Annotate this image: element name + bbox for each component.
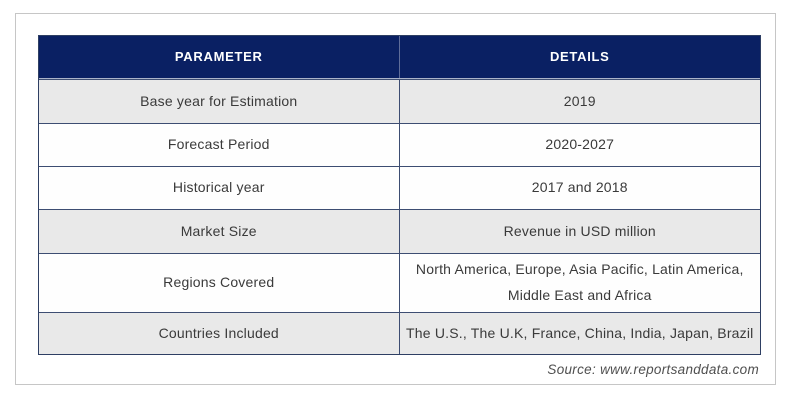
source-credit: Source: www.reportsanddata.com [547, 362, 759, 377]
details-cell-regions-covered: North America, Europe, Asia Pacific, Lat… [415, 261, 744, 303]
table-row: Market Size Revenue in USD million [39, 209, 760, 253]
details-cell-market-size: Revenue in USD million [503, 222, 656, 239]
table-row: Countries Included The U.S., The U.K, Fr… [39, 312, 760, 354]
table-row: Base year for Estimation 2019 [39, 79, 760, 123]
report-scope-card: PARAMETER DETAILS Base year for Estimati… [15, 13, 776, 385]
parameter-cell-forecast-period: Forecast Period [39, 124, 400, 166]
details-cell-base-year: 2019 [563, 92, 596, 109]
parameter-cell-market-size: Market Size [39, 210, 400, 253]
table-header-row: PARAMETER DETAILS [39, 36, 760, 79]
parameter-cell-regions-covered: Regions Covered [39, 254, 400, 312]
parameter-cell-historical-year: Historical year [39, 167, 400, 209]
parameter-cell-countries-included: Countries Included [39, 313, 400, 354]
details-cell-countries-included: The U.S., The U.K, France, China, India,… [406, 324, 754, 341]
table-row: Regions Covered North America, Europe, A… [39, 253, 760, 312]
parameter-cell-base-year: Base year for Estimation [39, 80, 400, 123]
header-cell-parameter: PARAMETER [39, 36, 400, 78]
header-cell-details: DETAILS [549, 48, 610, 64]
details-cell-forecast-period: 2020-2027 [545, 136, 615, 153]
table-row: Historical year 2017 and 2018 [39, 166, 760, 209]
parameters-table: PARAMETER DETAILS Base year for Estimati… [38, 35, 761, 355]
table-row: Forecast Period 2020-2027 [39, 123, 760, 166]
details-cell-historical-year: 2017 and 2018 [531, 179, 628, 196]
